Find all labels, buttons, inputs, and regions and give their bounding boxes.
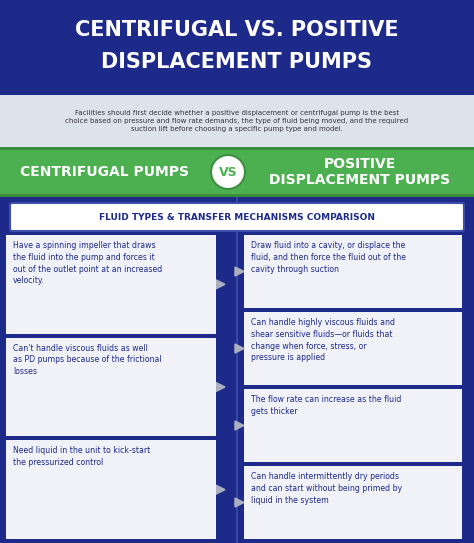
- Text: POSITIVE
DISPLACEMENT PUMPS: POSITIVE DISPLACEMENT PUMPS: [269, 157, 451, 187]
- Circle shape: [211, 155, 245, 189]
- Text: Can handle intermittently dry periods
and can start without being primed by
liqu: Can handle intermittently dry periods an…: [251, 472, 402, 504]
- Text: FLUID TYPES & TRANSFER MECHANISMS COMPARISON: FLUID TYPES & TRANSFER MECHANISMS COMPAR…: [99, 212, 375, 222]
- Polygon shape: [235, 498, 244, 507]
- Text: Draw fluid into a cavity, or displace the
fluid, and then force the fluid out of: Draw fluid into a cavity, or displace th…: [251, 241, 406, 274]
- FancyBboxPatch shape: [0, 0, 474, 95]
- Text: Facilities should first decide whether a positive displacement or centrifugal pu: Facilities should first decide whether a…: [65, 110, 409, 132]
- FancyBboxPatch shape: [6, 440, 216, 539]
- Text: CENTRIFUGAL PUMPS: CENTRIFUGAL PUMPS: [20, 165, 190, 179]
- FancyBboxPatch shape: [0, 194, 474, 197]
- FancyBboxPatch shape: [244, 466, 462, 539]
- FancyBboxPatch shape: [0, 197, 474, 543]
- Polygon shape: [235, 421, 244, 430]
- Text: Can handle highly viscous fluids and
shear sensitive fluids—or fluids that
chang: Can handle highly viscous fluids and she…: [251, 318, 395, 362]
- Text: DISPLACEMENT PUMPS: DISPLACEMENT PUMPS: [101, 52, 373, 72]
- FancyBboxPatch shape: [0, 147, 474, 197]
- Text: The flow rate can increase as the fluid
gets thicker: The flow rate can increase as the fluid …: [251, 395, 401, 416]
- Polygon shape: [235, 267, 244, 276]
- Polygon shape: [216, 382, 225, 392]
- FancyBboxPatch shape: [10, 203, 464, 231]
- Text: Have a spinning impeller that draws
the fluid into the pump and forces it
out of: Have a spinning impeller that draws the …: [13, 241, 162, 286]
- Text: Can't handle viscous fluids as well
as PD pumps because of the frictional
losses: Can't handle viscous fluids as well as P…: [13, 344, 162, 376]
- FancyBboxPatch shape: [0, 147, 474, 150]
- Polygon shape: [216, 485, 225, 494]
- Polygon shape: [235, 344, 244, 353]
- Text: CENTRIFUGAL VS. POSITIVE: CENTRIFUGAL VS. POSITIVE: [75, 20, 399, 40]
- Polygon shape: [216, 280, 225, 289]
- FancyBboxPatch shape: [244, 235, 462, 308]
- Text: Need liquid in the unit to kick-start
the pressurized control: Need liquid in the unit to kick-start th…: [13, 446, 150, 467]
- FancyBboxPatch shape: [6, 235, 216, 333]
- Text: VS: VS: [219, 166, 237, 179]
- FancyBboxPatch shape: [244, 389, 462, 462]
- FancyBboxPatch shape: [0, 95, 474, 147]
- FancyBboxPatch shape: [244, 312, 462, 385]
- FancyBboxPatch shape: [6, 338, 216, 437]
